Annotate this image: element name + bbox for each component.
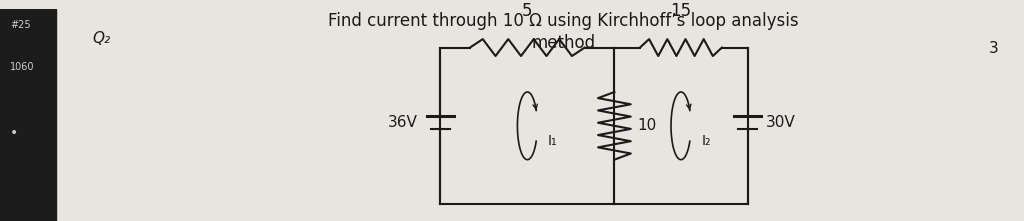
Text: I₁: I₁ xyxy=(548,134,557,148)
Text: 1060: 1060 xyxy=(10,62,35,72)
Text: Q₂: Q₂ xyxy=(92,31,111,46)
Text: 3: 3 xyxy=(988,41,998,56)
Bar xyxy=(0,10,56,221)
Text: #25: #25 xyxy=(10,20,31,30)
Text: 30V: 30V xyxy=(766,115,796,130)
Text: 10: 10 xyxy=(637,118,656,133)
Text: •: • xyxy=(10,126,18,140)
Text: 15: 15 xyxy=(671,2,691,20)
Text: Find current through 10 Ω using Kirchhoff’s loop analysis
method: Find current through 10 Ω using Kirchhof… xyxy=(328,12,799,52)
Text: 36V: 36V xyxy=(388,115,418,130)
Text: I₂: I₂ xyxy=(701,134,711,148)
Text: 5: 5 xyxy=(522,2,532,20)
